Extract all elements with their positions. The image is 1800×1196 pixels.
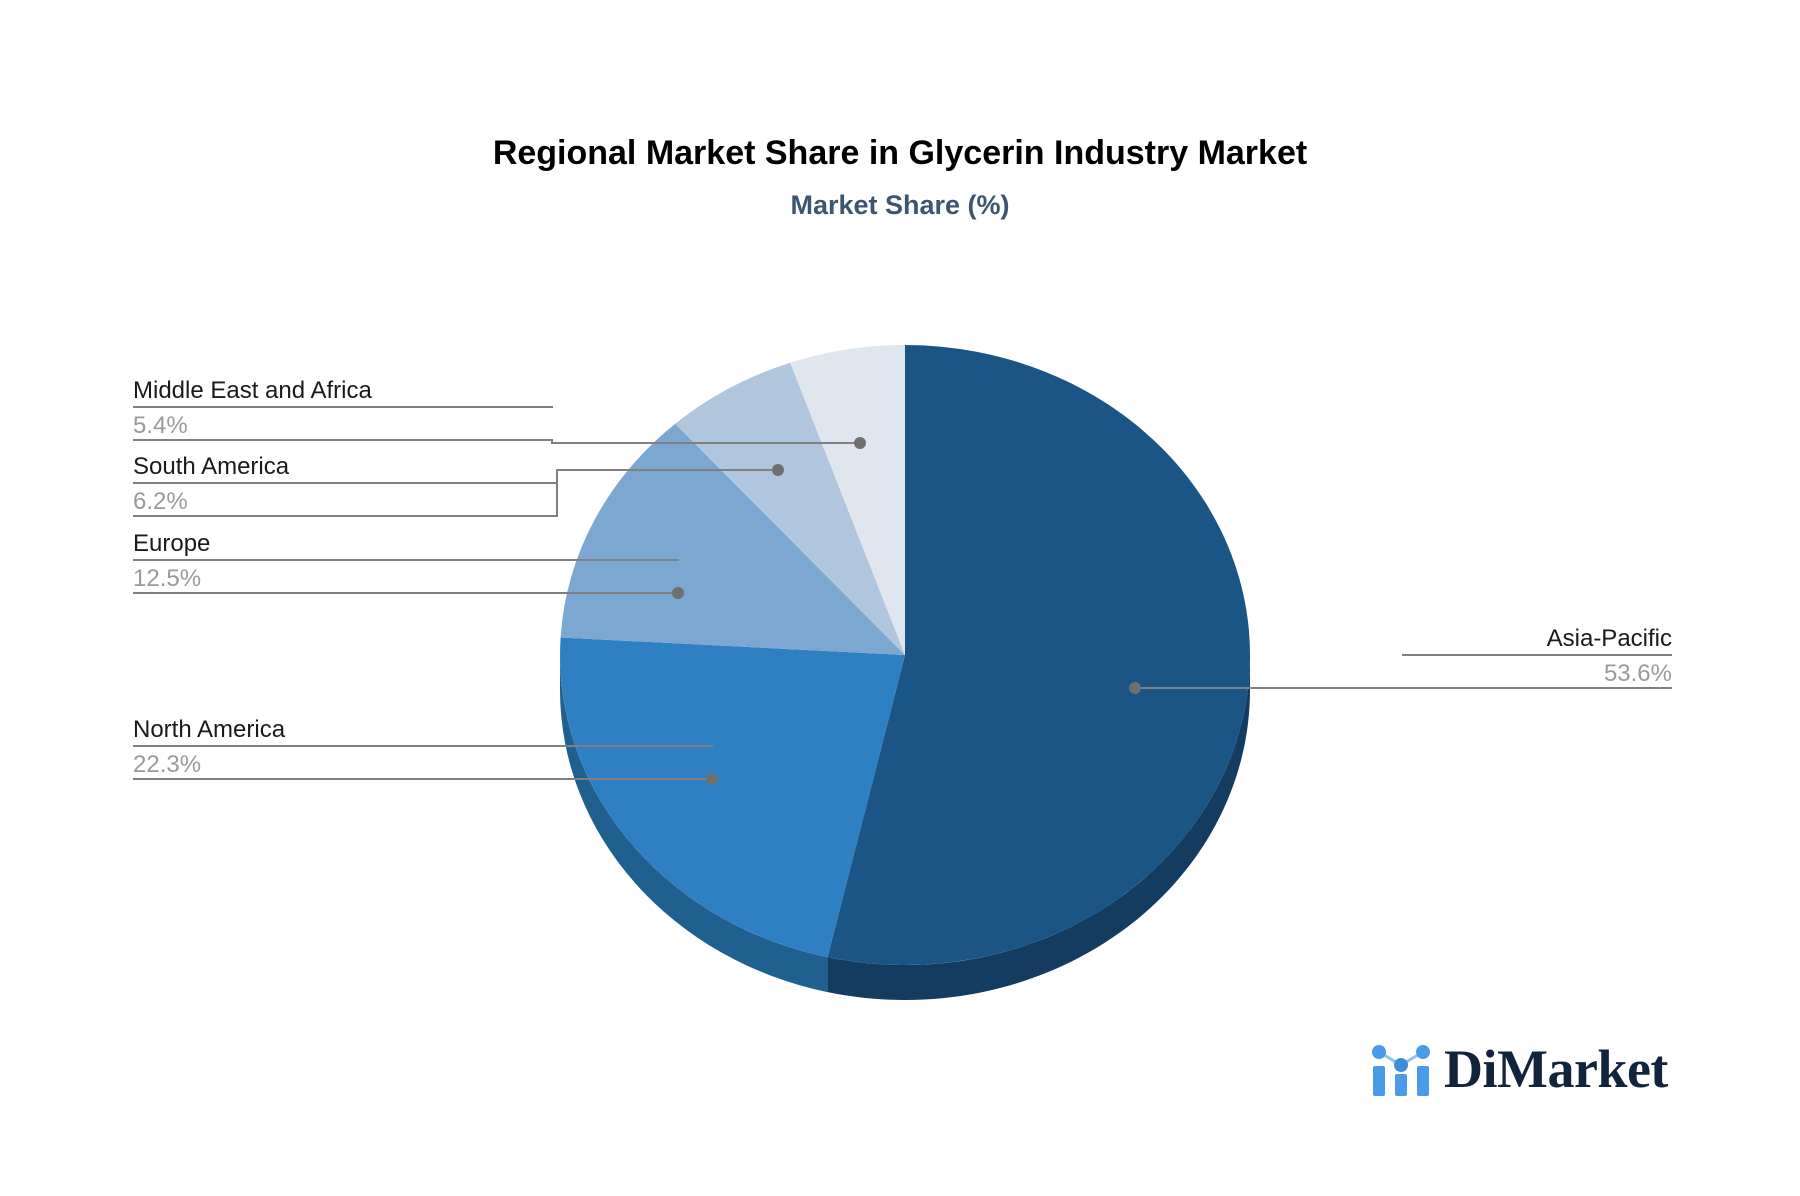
callout-north-america[interactable]: North America 22.3%	[133, 715, 713, 780]
callout-value-europe: 12.5%	[133, 565, 202, 592]
callout-middle-east-africa[interactable]: Middle East and Africa 5.4%	[133, 376, 553, 441]
pie-top-face-group	[560, 345, 1250, 966]
leader-line-middle-east-africa	[133, 439, 860, 444]
leader-dot-asia-pacific	[1129, 682, 1141, 694]
leader-dot-north-america	[706, 773, 718, 785]
callout-europe[interactable]: Europe 12.5%	[133, 529, 679, 594]
callout-label-north-america: North America	[133, 716, 286, 743]
callout-rule-asia-pacific	[1402, 654, 1672, 656]
bar-chart-line-icon	[1372, 1045, 1430, 1096]
pie-slice-asia-pacific	[827, 345, 1250, 966]
callout-rule-north-america	[133, 745, 713, 747]
pie-side-north-america	[560, 655, 828, 993]
leader-dot-group	[672, 437, 1141, 785]
callout-rule-middle-east-africa	[133, 406, 553, 408]
pie-3d-side-group	[560, 655, 1250, 1001]
brand-name: DiMarket	[1444, 1039, 1668, 1099]
callout-label-south-america: South America	[133, 453, 290, 480]
callout-label-europe: Europe	[133, 530, 211, 557]
leader-line-group	[133, 439, 1672, 780]
callout-value-south-america: 6.2%	[133, 488, 188, 515]
leader-dot-south-america	[772, 464, 784, 476]
leader-dot-middle-east-africa	[854, 437, 866, 449]
callout-asia-pacific[interactable]: Asia-Pacific 53.6%	[1402, 624, 1672, 689]
callout-label-asia-pacific: Asia-Pacific	[1546, 625, 1672, 652]
callout-south-america[interactable]: South America 6.2%	[133, 452, 558, 517]
pie-slice-north-america	[560, 637, 905, 958]
callout-value-middle-east-africa: 5.4%	[133, 412, 188, 439]
pie-slice-south-america	[675, 362, 905, 655]
pie-side-asia-pacific	[827, 655, 1250, 1001]
page-title: Regional Market Share in Glycerin Indust…	[492, 134, 1308, 172]
callout-label-middle-east-africa: Middle East and Africa	[133, 377, 372, 404]
brand-logo: DiMarket	[1370, 1040, 1668, 1098]
callout-value-asia-pacific: 53.6%	[1603, 660, 1672, 687]
pie-slice-europe	[560, 423, 905, 655]
callout-rule-south-america	[133, 482, 558, 484]
callout-rule-europe	[133, 559, 679, 561]
pie-slice-middle-east-africa	[790, 345, 905, 655]
leader-dot-europe	[672, 587, 684, 599]
chart-subtitle: Market Share (%)	[790, 190, 1010, 220]
callout-value-north-america: 22.3%	[133, 751, 202, 778]
leader-line-south-america	[133, 469, 778, 517]
